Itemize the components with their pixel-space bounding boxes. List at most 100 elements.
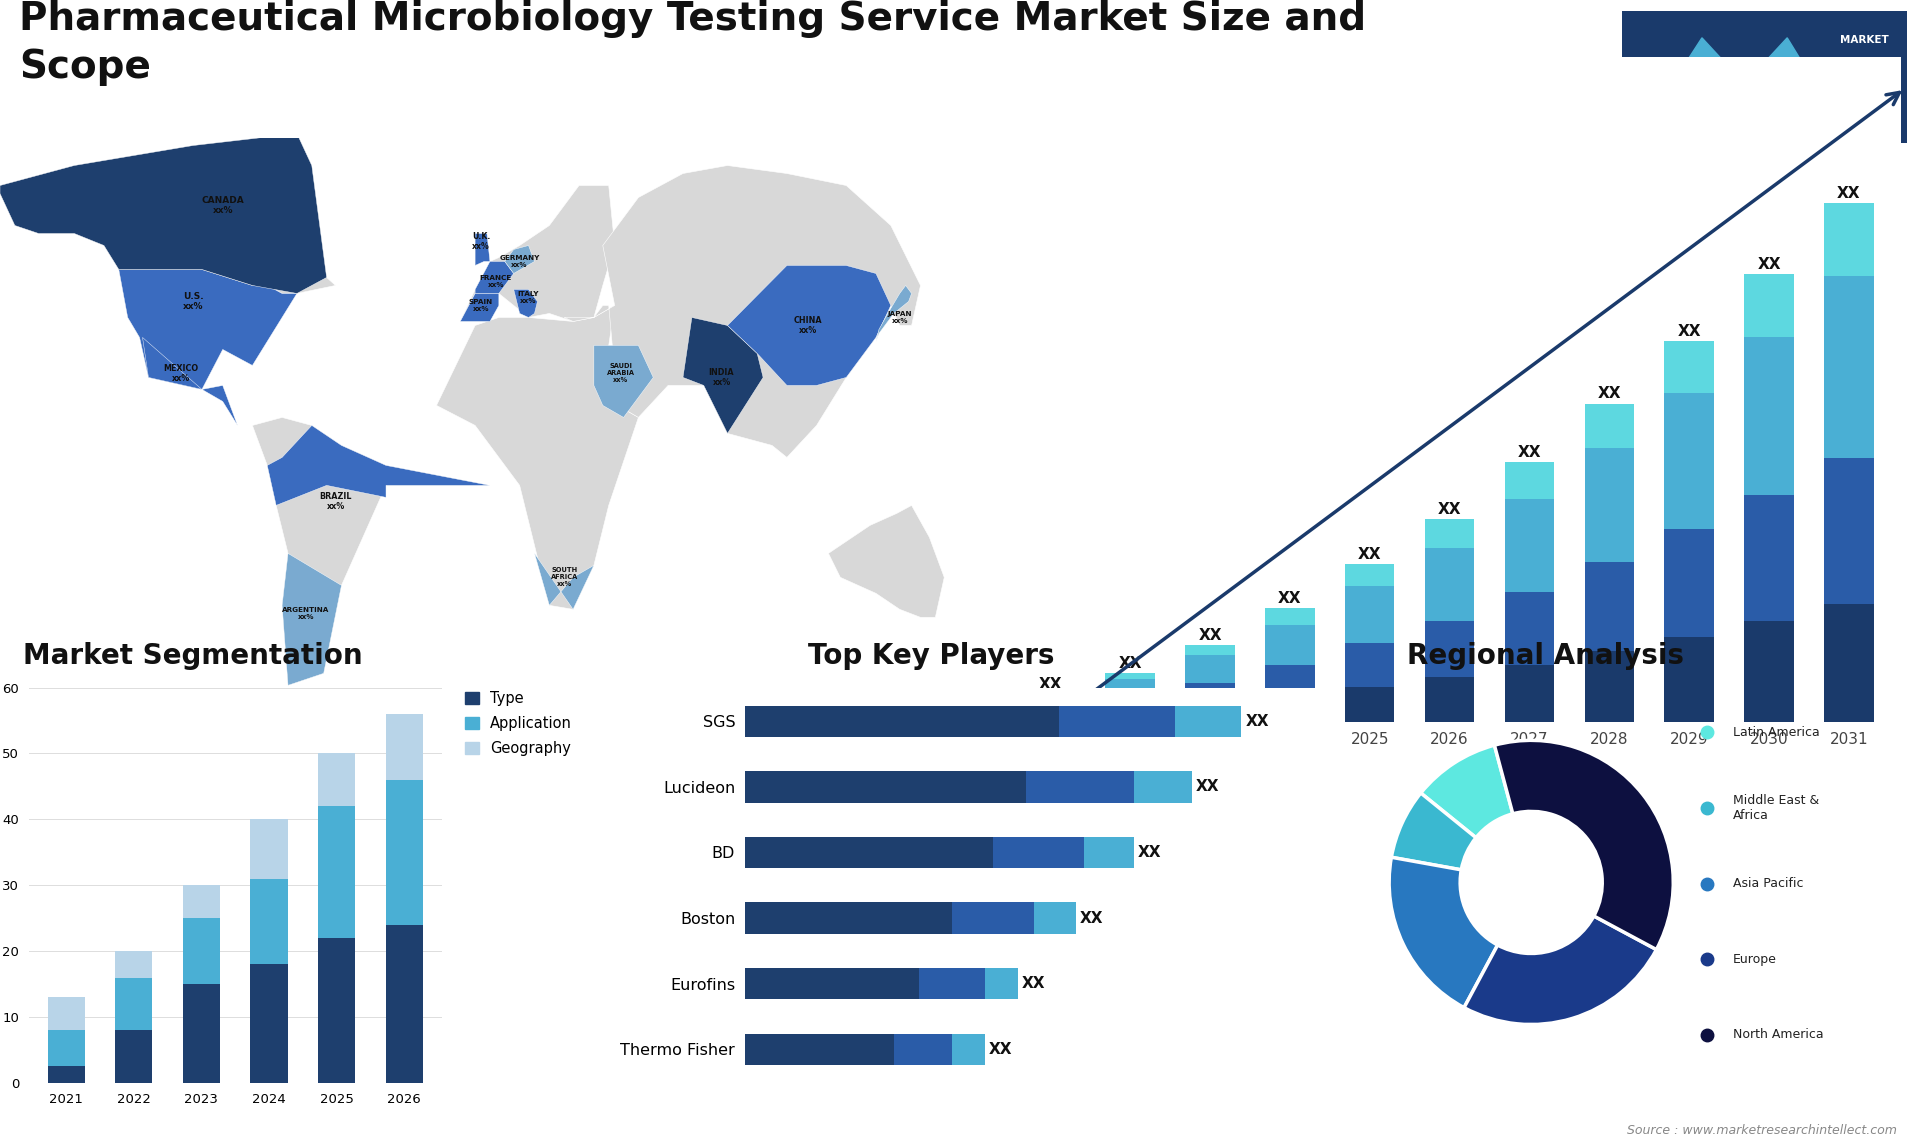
Bar [115,1030,152,1083]
Text: MARKET: MARKET [1839,36,1887,46]
Text: BRAZIL
xx%: BRAZIL xx% [319,492,351,511]
Wedge shape [1421,745,1513,838]
Bar [1185,706,1235,722]
Polygon shape [461,293,499,322]
Bar [115,951,152,978]
Wedge shape [1390,857,1498,1007]
Text: North America: North America [1734,1028,1824,1042]
Bar [319,937,355,1083]
Bar [1665,340,1715,393]
Polygon shape [142,337,238,425]
Wedge shape [1392,793,1476,870]
Bar [1665,529,1715,637]
Bar [952,1034,985,1065]
Bar [745,968,918,999]
Wedge shape [1465,916,1657,1025]
Bar [48,1067,84,1083]
Bar [1185,645,1235,656]
Text: XX: XX [1597,386,1620,401]
Bar [1584,651,1634,722]
Bar [1106,712,1156,722]
Text: Europe: Europe [1734,952,1778,966]
Text: XX: XX [1079,911,1104,926]
Legend: Type, Application, Geography: Type, Application, Geography [465,691,572,756]
Text: XX: XX [1357,547,1382,562]
Bar [1584,403,1634,448]
Bar [1265,625,1315,665]
Polygon shape [728,266,891,385]
Text: CHINA
xx%: CHINA xx% [793,316,822,335]
Polygon shape [564,165,920,457]
Polygon shape [119,269,298,390]
Bar [48,1030,84,1067]
Bar [182,885,221,918]
Bar [1025,716,1075,722]
Bar [1665,637,1715,722]
Bar [1025,708,1075,716]
Text: XX: XX [1021,976,1046,991]
Text: XX: XX [1196,779,1219,794]
Bar [1346,643,1394,688]
Polygon shape [436,306,639,610]
Bar [1025,693,1075,698]
Bar [250,879,288,964]
Polygon shape [534,554,593,610]
Polygon shape [876,285,912,342]
Text: XX: XX [1279,591,1302,606]
Bar [1425,620,1475,677]
FancyBboxPatch shape [1622,11,1907,143]
Text: XX: XX [1139,845,1162,860]
Bar [1505,665,1553,722]
Polygon shape [1745,38,1836,117]
Polygon shape [828,505,945,618]
Text: JAPAN
xx%: JAPAN xx% [887,311,912,324]
Bar [1824,276,1874,458]
Text: MEXICO
xx%: MEXICO xx% [163,363,198,383]
Polygon shape [1651,38,1745,117]
Bar [1824,604,1874,722]
Bar [745,902,952,934]
Bar [386,779,422,925]
Bar [1185,656,1235,683]
Polygon shape [0,134,326,293]
Bar [745,706,1060,737]
Text: ITALY
xx%: ITALY xx% [518,291,540,304]
Text: SPAIN
xx%: SPAIN xx% [468,299,493,312]
Text: Middle East &
Africa: Middle East & Africa [1734,794,1820,822]
Bar [1584,562,1634,651]
Text: U.K.
xx%: U.K. xx% [472,231,490,251]
Text: XX: XX [1246,714,1269,729]
Bar [918,968,985,999]
Bar [745,837,993,869]
Text: INTELLECT: INTELLECT [1834,88,1895,99]
Bar [1743,620,1793,722]
Text: GERMANY
xx%: GERMANY xx% [499,254,540,268]
Polygon shape [515,290,538,317]
Text: SOUTH
AFRICA
xx%: SOUTH AFRICA xx% [551,567,578,588]
Polygon shape [0,134,336,390]
Text: XX: XX [1119,657,1142,672]
Polygon shape [474,234,490,266]
Bar [250,819,288,879]
Polygon shape [505,245,534,274]
Bar [1025,771,1133,802]
Bar [1035,902,1075,934]
Bar [1743,495,1793,620]
Text: Source : www.marketresearchintellect.com: Source : www.marketresearchintellect.com [1626,1124,1897,1137]
Bar [1106,674,1156,680]
Text: Market Segmentation: Market Segmentation [23,643,363,670]
Polygon shape [461,186,614,322]
Polygon shape [474,261,515,293]
Polygon shape [593,345,653,417]
Bar [1425,677,1475,722]
Bar [1133,771,1192,802]
Text: Top Key Players: Top Key Players [808,643,1054,670]
Bar [1265,609,1315,625]
Polygon shape [282,554,342,685]
Bar [250,964,288,1083]
Bar [1824,458,1874,604]
Bar [182,984,221,1083]
Polygon shape [267,425,490,505]
Bar [745,1034,895,1065]
Text: Asia Pacific: Asia Pacific [1734,877,1803,890]
